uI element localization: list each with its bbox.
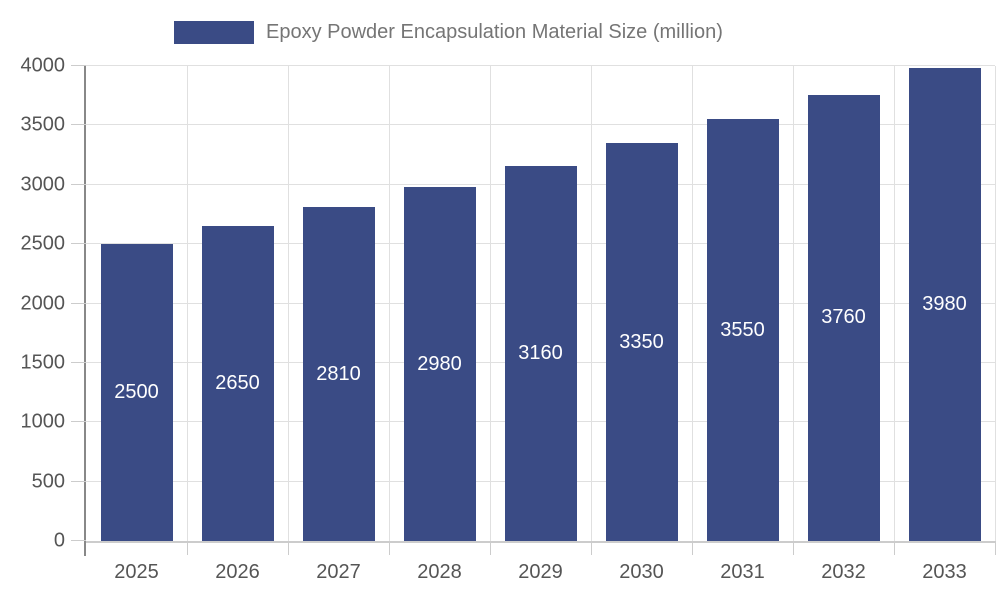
x-axis-label: 2028 bbox=[417, 561, 462, 583]
gridline-vertical bbox=[287, 66, 289, 541]
bar-2033: 3980 bbox=[908, 68, 981, 541]
y-axis-label: 1000 bbox=[20, 410, 66, 433]
x-axis-label: 2027 bbox=[316, 561, 361, 583]
gridline-vertical bbox=[994, 66, 996, 541]
x-axis-label: 2029 bbox=[518, 561, 563, 583]
x-axis-label: 2033 bbox=[922, 561, 967, 583]
gridline-vertical bbox=[691, 66, 693, 541]
x-axis-label: 2030 bbox=[619, 561, 664, 583]
bar-value-label: 2980 bbox=[417, 352, 462, 375]
gridline-vertical bbox=[388, 66, 390, 541]
y-axis-tick bbox=[71, 65, 86, 66]
gridline-vertical bbox=[186, 66, 188, 541]
y-axis-label: 4000 bbox=[20, 54, 66, 77]
x-axis-tick bbox=[388, 541, 390, 555]
bar-2029: 3160 bbox=[504, 165, 577, 541]
y-axis-tick bbox=[71, 361, 86, 363]
bar-value-label: 2650 bbox=[215, 372, 260, 395]
gridline-horizontal bbox=[86, 65, 995, 66]
x-axis-label: 2032 bbox=[821, 561, 866, 583]
x-axis-tick bbox=[590, 541, 592, 555]
y-axis-tick bbox=[71, 183, 86, 185]
y-axis-tick bbox=[71, 243, 86, 245]
gridline-vertical bbox=[489, 66, 491, 541]
gridline-vertical bbox=[590, 66, 592, 541]
plot-area: 0 500 1000 1500 2000 2500 3000 3500 4000 2500 2025… bbox=[21, 55, 996, 583]
gridline-vertical bbox=[893, 66, 895, 541]
x-axis-label: 2026 bbox=[215, 561, 260, 583]
y-axis-tick bbox=[71, 421, 86, 423]
y-axis-label: 3000 bbox=[20, 173, 66, 196]
y-axis-label: 2000 bbox=[20, 292, 66, 314]
x-axis-tick bbox=[792, 541, 794, 555]
bar-value-label: 3980 bbox=[922, 293, 967, 316]
x-axis-tick bbox=[287, 541, 289, 555]
bar-value-label: 3550 bbox=[720, 318, 765, 341]
bar-2031: 3550 bbox=[706, 119, 779, 541]
x-axis-tick bbox=[893, 541, 895, 555]
bar-2030: 3350 bbox=[605, 143, 678, 541]
x-axis-line bbox=[86, 541, 995, 543]
bar-value-label: 2810 bbox=[316, 362, 361, 385]
y-axis-label: 500 bbox=[31, 470, 65, 493]
x-axis-label: 2031 bbox=[720, 561, 765, 583]
y-axis-label: 1500 bbox=[20, 351, 66, 374]
legend-label: Epoxy Powder Encapsulation Material Size… bbox=[266, 21, 723, 43]
bar-2028: 2980 bbox=[403, 187, 476, 541]
bar-value-label: 2500 bbox=[114, 381, 159, 404]
y-axis-tick bbox=[71, 302, 86, 304]
x-axis-tick bbox=[691, 541, 693, 555]
y-axis-line bbox=[84, 66, 86, 556]
y-axis-tick bbox=[71, 480, 86, 482]
y-axis-tick bbox=[71, 124, 86, 126]
legend: Epoxy Powder Encapsulation Material Size… bbox=[174, 21, 723, 44]
bar-value-label: 3350 bbox=[619, 330, 664, 353]
bar-2027: 2810 bbox=[302, 207, 375, 541]
bar-2026: 2650 bbox=[201, 226, 274, 541]
y-axis-label: 2500 bbox=[20, 232, 66, 255]
y-axis-tick bbox=[71, 540, 86, 541]
x-axis-tick bbox=[186, 541, 188, 555]
bar-value-label: 3760 bbox=[821, 306, 866, 329]
x-axis-tick bbox=[994, 541, 996, 555]
gridline-vertical bbox=[792, 66, 794, 541]
y-axis-label: 0 bbox=[53, 529, 65, 552]
legend-swatch-icon bbox=[174, 21, 254, 44]
bar-2032: 3760 bbox=[807, 94, 880, 541]
y-axis-label: 3500 bbox=[20, 113, 66, 136]
bar-2025: 2500 bbox=[100, 244, 173, 541]
x-axis-tick bbox=[489, 541, 491, 555]
x-axis-label: 2025 bbox=[114, 561, 159, 583]
gridline-horizontal bbox=[86, 124, 995, 126]
bar-value-label: 3160 bbox=[518, 341, 563, 364]
